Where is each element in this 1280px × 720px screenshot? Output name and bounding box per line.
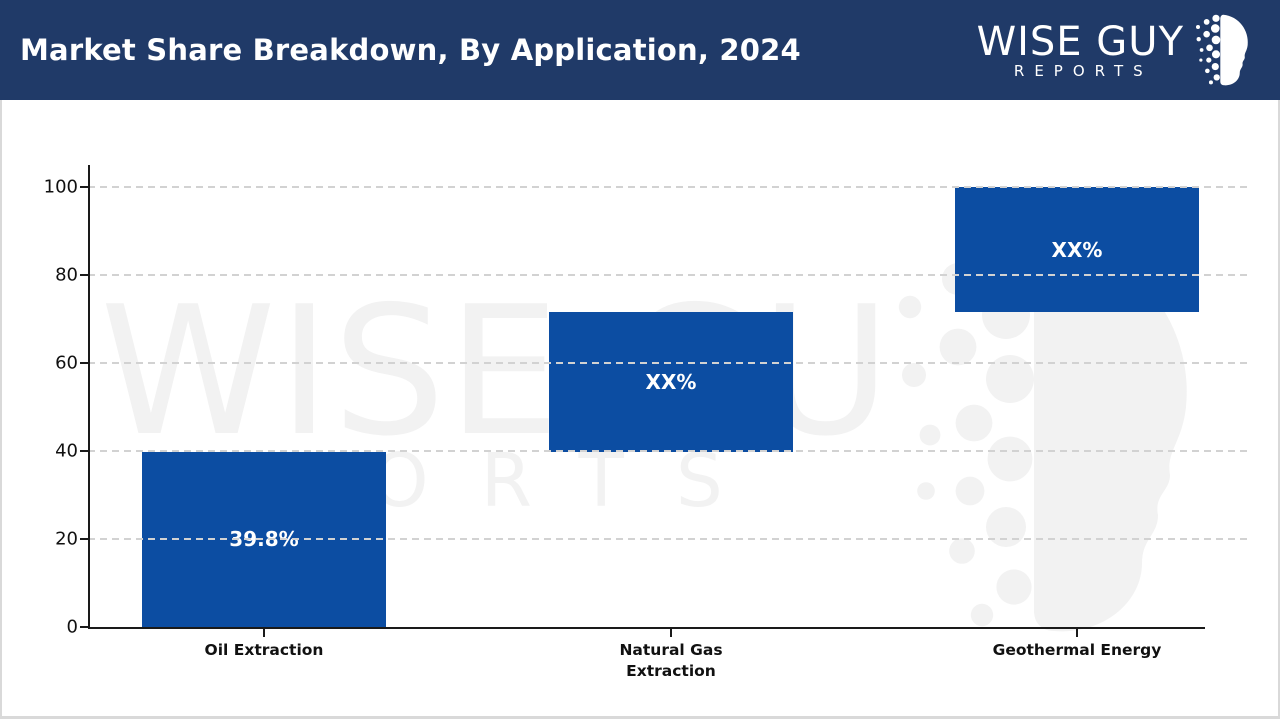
x-axis-line bbox=[88, 627, 1205, 629]
gridline-20 bbox=[88, 538, 1252, 540]
gridline-40 bbox=[88, 450, 1252, 452]
gridline-80 bbox=[88, 274, 1252, 276]
y-tick-mark bbox=[80, 450, 88, 452]
wiseguy-logo: WISE GUY REPORTS bbox=[977, 8, 1280, 92]
y-tick-label: 40 bbox=[55, 440, 78, 462]
page-title: Market Share Breakdown, By Application, … bbox=[20, 33, 801, 67]
y-tick-mark bbox=[80, 274, 88, 276]
x-tick-mark bbox=[263, 629, 265, 637]
x-tick-mark bbox=[670, 629, 672, 637]
logo-wiseguy-label: WISE GUY bbox=[976, 18, 1184, 65]
y-axis-line bbox=[88, 165, 90, 629]
logo-reports-label: REPORTS bbox=[1013, 61, 1153, 80]
x-tick-mark bbox=[1076, 629, 1078, 637]
y-tick-label: 100 bbox=[43, 176, 78, 198]
bar-segment: XX% bbox=[549, 312, 793, 452]
gridline-100 bbox=[88, 186, 1252, 188]
logo-text: WISE GUY REPORTS bbox=[977, 22, 1184, 79]
y-tick-label: 0 bbox=[66, 616, 78, 638]
y-tick-mark bbox=[80, 626, 88, 628]
y-tick-mark bbox=[80, 186, 88, 188]
y-tick-label: 80 bbox=[55, 264, 78, 286]
bar-value-label: XX% bbox=[1051, 237, 1103, 262]
logo-face-icon bbox=[1195, 14, 1248, 86]
x-category-label: Oil Extraction bbox=[204, 641, 324, 659]
bar-segment: XX% bbox=[955, 187, 1199, 313]
gridline-60 bbox=[88, 362, 1252, 364]
y-tick-label: 60 bbox=[55, 352, 78, 374]
x-category-label: Geothermal Energy bbox=[992, 641, 1162, 659]
header-band: Market Share Breakdown, By Application, … bbox=[0, 0, 1280, 100]
bar-value-label: XX% bbox=[645, 370, 697, 395]
y-tick-mark bbox=[80, 362, 88, 364]
y-tick-mark bbox=[80, 538, 88, 540]
y-tick-label: 20 bbox=[55, 528, 78, 550]
x-category-label: Natural Gas Extraction bbox=[619, 641, 723, 680]
